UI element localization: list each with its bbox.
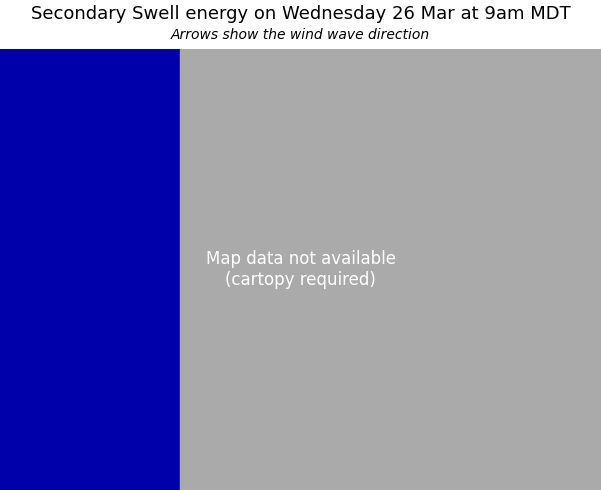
Text: Arrows show the wind wave direction: Arrows show the wind wave direction xyxy=(171,28,430,42)
Bar xyxy=(180,49,601,490)
Bar xyxy=(0,49,240,490)
Text: Map data not available
(cartopy required): Map data not available (cartopy required… xyxy=(206,250,395,289)
Text: Secondary Swell energy on Wednesday 26 Mar at 9am MDT: Secondary Swell energy on Wednesday 26 M… xyxy=(31,5,570,23)
